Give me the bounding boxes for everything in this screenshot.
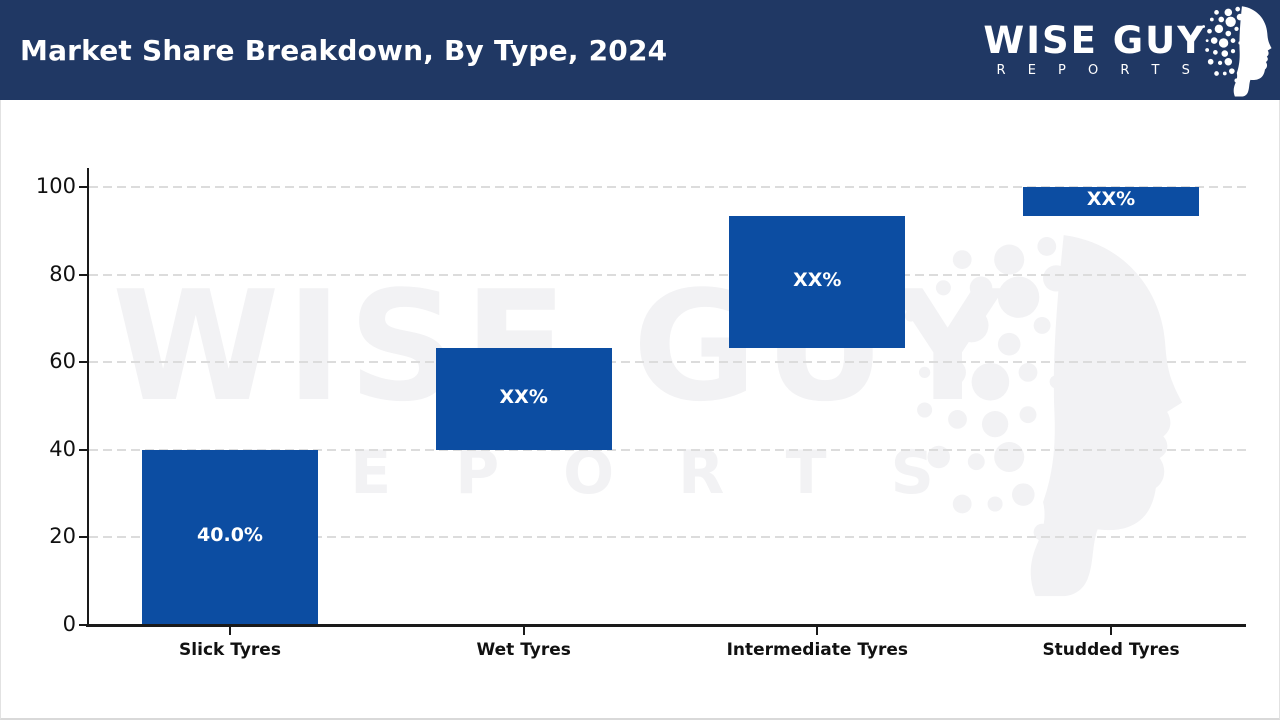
bar-intermediate-tyres (729, 215, 906, 349)
logo-text: WISE GUY R E P O R T S (983, 21, 1206, 79)
x-category-label: Intermediate Tyres (726, 640, 909, 660)
bar-value-label: XX% (1086, 188, 1136, 211)
y-tick-mark-100 (79, 186, 87, 188)
y-tick-mark-40 (79, 448, 87, 451)
x-tick-mark (1110, 627, 1112, 635)
y-tick-label: 40 (49, 436, 76, 461)
bar-slick-tyres (142, 449, 318, 625)
page-title: Market Share Breakdown, By Type, 2024 (20, 33, 668, 67)
y-tick-label: 60 (49, 349, 76, 374)
bar-studded-tyres (1023, 187, 1199, 216)
y-tick-label: 100 (35, 174, 76, 198)
x-category-label: Wet Tyres (476, 640, 571, 660)
bar-wet-tyres (435, 348, 612, 450)
x-tick-mark (522, 627, 525, 635)
header-bar: Market Share Breakdown, By Type, 2024 WI… (0, 0, 1280, 100)
y-axis-line (87, 168, 89, 627)
x-axis-line (86, 624, 1246, 627)
chart-area: WISE GUY REPORTS 40.0% XX% XX% XX% 0 20 40 60 8… (0, 100, 1280, 720)
wise-guy-logo: WISE GUY R E P O R T S (983, 4, 1274, 96)
x-category-label: Slick Tyres (179, 640, 281, 660)
y-tick-mark-60 (79, 361, 87, 364)
x-category-label: Studded Tyres (1042, 640, 1180, 660)
watermark-head-icon (868, 222, 1188, 598)
x-tick-mark (816, 627, 819, 635)
x-tick-mark (229, 627, 231, 635)
gridline-60 (89, 361, 1246, 364)
gridline-100 (89, 186, 1246, 188)
logo-subtitle: R E P O R T S (996, 63, 1199, 78)
y-tick-mark-0 (79, 624, 87, 626)
y-tick-label: 80 (49, 261, 76, 286)
y-tick-label: 20 (49, 524, 76, 549)
bar-value-label: XX% (499, 385, 548, 408)
y-tick-mark-20 (79, 536, 87, 539)
y-tick-mark-80 (79, 273, 87, 276)
gridline-20 (89, 536, 1246, 539)
logo-wordmark: WISE GUY (983, 19, 1206, 62)
gridline-80 (89, 273, 1246, 276)
y-tick-label: 0 (62, 612, 76, 636)
bar-value-label: XX% (793, 269, 842, 292)
bar-value-label: 40.0% (197, 524, 263, 547)
gridline-40 (89, 448, 1246, 451)
